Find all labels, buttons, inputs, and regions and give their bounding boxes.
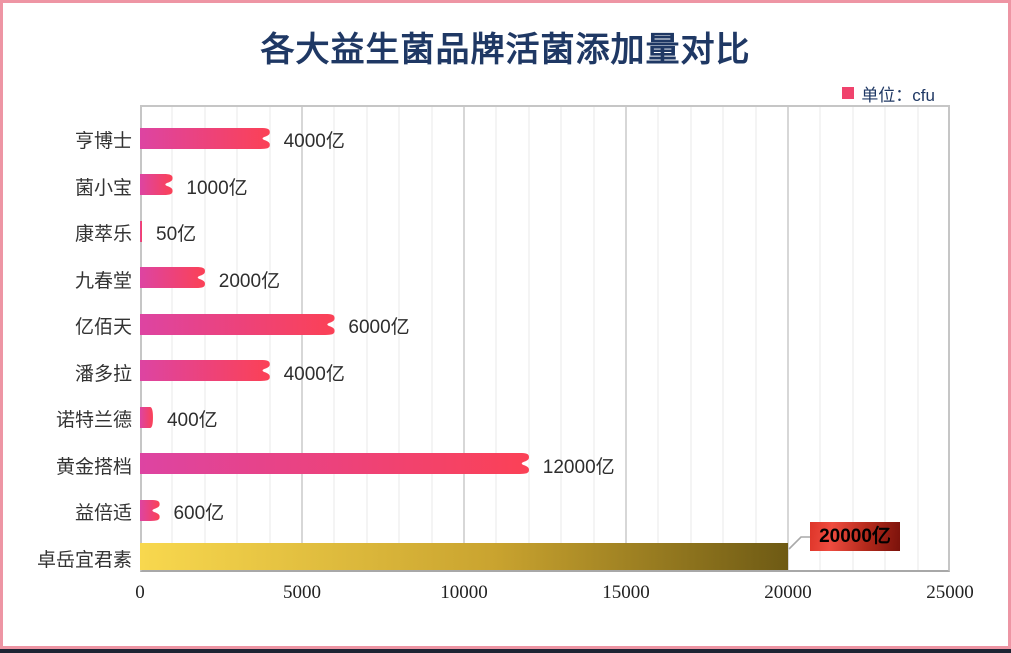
value-label: 12000亿 [542,456,615,478]
bar [140,267,205,288]
value-label: 50亿 [156,224,197,245]
bar [140,174,173,195]
category-label: 诺特兰德 [55,410,132,431]
bottom-navy-strip [0,649,1011,653]
bar [140,453,529,474]
value-label: 600亿 [173,503,225,524]
bar [140,220,142,242]
x-axis-tick: 0 [135,582,145,603]
bar-highlight [140,543,788,570]
plot-area [140,105,950,572]
x-axis-tick: 20000 [764,582,812,603]
category-label: 九春堂 [74,270,132,292]
x-axis-tick: 25000 [926,582,974,603]
bar [140,499,160,521]
category-label: 益倍适 [74,503,132,524]
category-label: 亨博士 [74,131,132,152]
category-label: 亿佰天 [74,317,132,338]
category-label: 潘多拉 [74,363,132,385]
bar [140,127,270,149]
x-axis-tick: 10000 [440,582,488,603]
highlight-value-badge: 20000亿 [810,522,900,551]
chart-title: 各大益生菌品牌活菌添加量对比 [260,31,751,69]
bar [140,406,153,428]
x-axis-tick: 5000 [283,582,321,603]
legend-swatch-icon [842,87,855,99]
value-label: 1000亿 [186,177,248,199]
category-label: 黄金搭档 [55,456,132,478]
value-label: 6000亿 [348,317,410,338]
x-axis-tick: 15000 [602,582,650,603]
bar [140,313,335,335]
category-label: 卓岳宜君素 [36,549,132,571]
bottom-pink-line [0,646,1011,649]
category-label: 菌小宝 [74,177,132,199]
legend-label: 单位：cfu [861,85,935,105]
gridlines [171,107,919,570]
value-label: 4000亿 [283,131,345,152]
category-label: 康萃乐 [74,224,132,245]
value-label: 4000亿 [283,363,345,385]
value-label: 2000亿 [218,270,281,292]
legend: 单位：cfu [842,84,935,105]
bar [140,360,270,381]
value-label: 400亿 [166,410,218,431]
